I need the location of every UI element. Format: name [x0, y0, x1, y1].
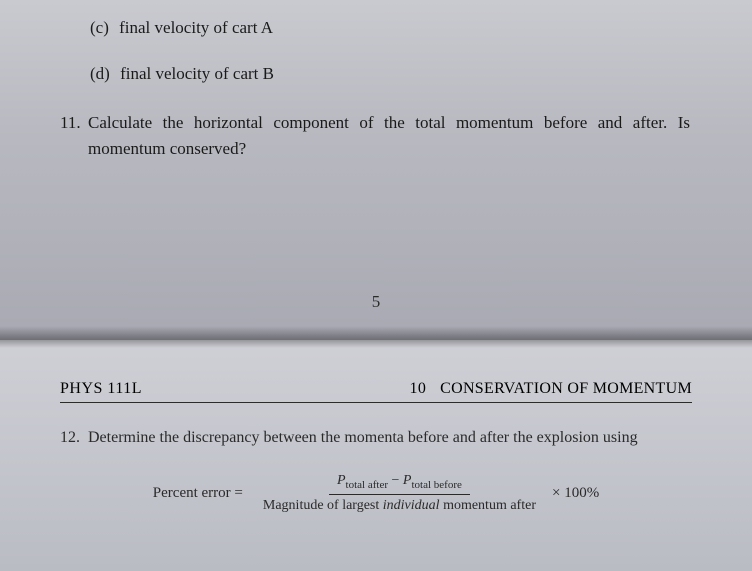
formula-fraction: Ptotal after − Ptotal before Magnitude o… — [255, 473, 544, 514]
sub-item-d: (d) final velocity of cart B — [90, 64, 692, 84]
course-code: PHYS 111L — [60, 380, 142, 398]
formula-lhs: Percent error = — [153, 485, 243, 502]
question-12-text: Determine the discrepancy between the mo… — [88, 429, 638, 446]
formula-denominator: Magnitude of largest individual momentum… — [255, 495, 544, 514]
page-upper: (c) final velocity of cart A (d) final v… — [0, 0, 752, 340]
page-header-right: 10 CONSERVATION OF MOMENTUM — [410, 380, 692, 398]
question-11-text: Calculate the horizontal component of th… — [88, 110, 690, 163]
page-lower: PHYS 111L 10 CONSERVATION OF MOMENTUM 12.… — [0, 340, 752, 571]
question-12-number: 12. — [60, 429, 88, 447]
denom-individual: individual — [383, 498, 440, 513]
sub-item-d-text: final velocity of cart B — [120, 64, 274, 83]
chapter-title: CONSERVATION OF MOMENTUM — [440, 380, 692, 397]
sub-item-c-text: final velocity of cart A — [119, 18, 273, 37]
question-11: 11.Calculate the horizontal component of… — [60, 110, 692, 163]
formula-rhs: × 100% — [552, 485, 599, 502]
page-edge-shadow — [0, 326, 752, 340]
formula-numerator: Ptotal after − Ptotal before — [329, 473, 470, 495]
sub-total-before: total before — [411, 479, 461, 491]
minus-sign: − — [388, 473, 403, 488]
page-number-5: 5 — [372, 292, 381, 312]
question-12: 12.Determine the discrepancy between the… — [60, 429, 692, 447]
denom-text-2: momentum after — [440, 498, 536, 513]
page-header: PHYS 111L 10 CONSERVATION OF MOMENTUM — [60, 380, 692, 403]
percent-error-formula: Percent error = Ptotal after − Ptotal be… — [60, 473, 692, 514]
sub-item-c: (c) final velocity of cart A — [90, 18, 692, 38]
sub-total-after: total after — [346, 479, 388, 491]
p-symbol-1: P — [337, 473, 346, 488]
sub-item-c-label: (c) — [90, 18, 109, 37]
page-number-10: 10 — [410, 380, 427, 397]
question-11-number: 11. — [60, 110, 88, 136]
denom-text-1: Magnitude of largest — [263, 498, 383, 513]
sub-item-d-label: (d) — [90, 64, 110, 83]
